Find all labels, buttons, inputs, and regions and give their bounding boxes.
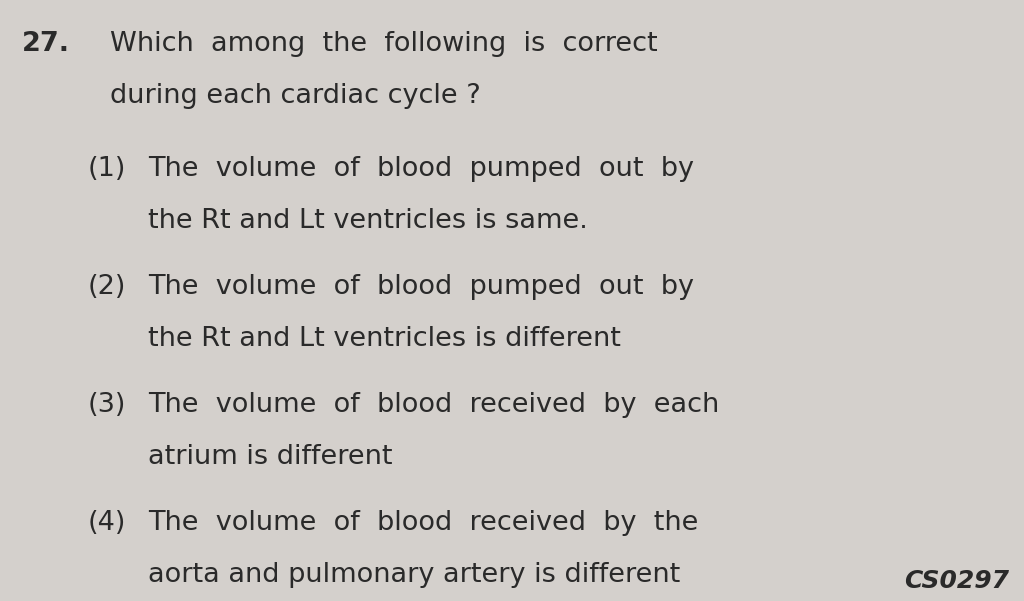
Text: The  volume  of  blood  received  by  the: The volume of blood received by the (148, 510, 698, 536)
Text: during each cardiac cycle ?: during each cardiac cycle ? (110, 83, 480, 109)
Text: The  volume  of  blood  pumped  out  by: The volume of blood pumped out by (148, 274, 694, 300)
Text: Which  among  the  following  is  correct: Which among the following is correct (110, 31, 657, 57)
Text: aorta and pulmonary artery is different: aorta and pulmonary artery is different (148, 562, 680, 588)
Text: (1): (1) (88, 156, 126, 182)
Text: the Rt and Lt ventricles is different: the Rt and Lt ventricles is different (148, 326, 621, 352)
Text: The  volume  of  blood  received  by  each: The volume of blood received by each (148, 392, 719, 418)
Text: (2): (2) (88, 274, 126, 300)
Text: the Rt and Lt ventricles is same.: the Rt and Lt ventricles is same. (148, 208, 588, 234)
Text: 27.: 27. (22, 31, 70, 57)
Text: CS0297: CS0297 (904, 569, 1009, 593)
Text: The  volume  of  blood  pumped  out  by: The volume of blood pumped out by (148, 156, 694, 182)
Text: atrium is different: atrium is different (148, 444, 392, 470)
Text: (3): (3) (88, 392, 126, 418)
Text: (4): (4) (88, 510, 126, 536)
